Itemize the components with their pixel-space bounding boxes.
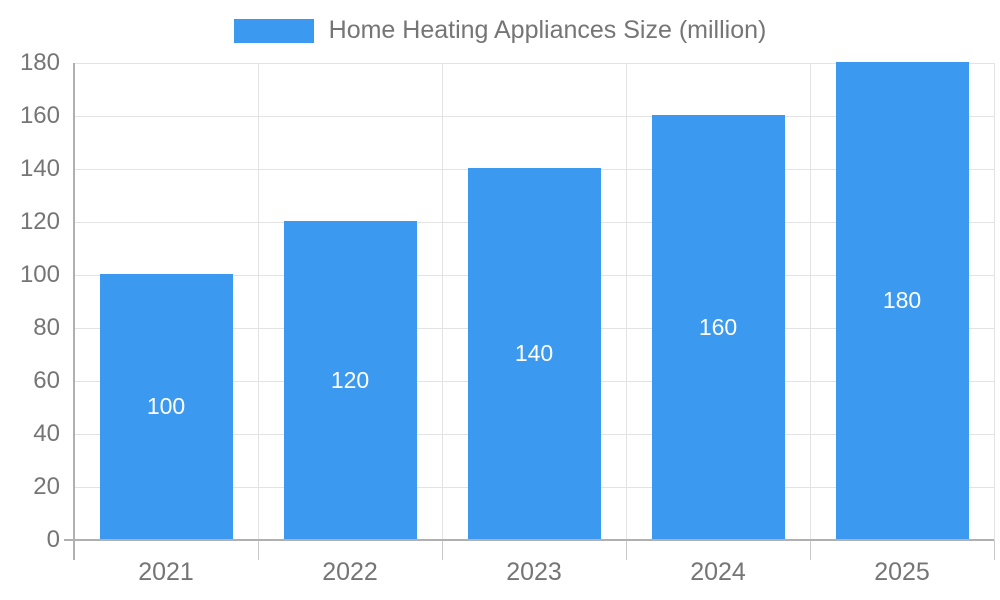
- bar-value-label: 160: [698, 313, 738, 340]
- x-axis-tick: [258, 540, 259, 560]
- y-tick-label: 60: [33, 367, 60, 394]
- y-tick-label: 20: [33, 473, 60, 500]
- y-tick-label: 100: [19, 261, 60, 288]
- y-tick-label: 40: [33, 420, 60, 447]
- y-tick-label: 0: [46, 526, 60, 553]
- x-tick-label: 2025: [874, 558, 930, 586]
- bar[interactable]: 140: [467, 168, 601, 539]
- bar[interactable]: 180: [835, 62, 969, 539]
- legend-label: Home Heating Appliances Size (million): [328, 16, 767, 44]
- y-tick-label: 180: [19, 49, 60, 76]
- y-tick-label: 80: [33, 314, 60, 341]
- gridline-vertical: [258, 63, 259, 540]
- gridline-horizontal: [74, 116, 994, 117]
- bar[interactable]: 160: [651, 115, 785, 539]
- gridline-vertical: [626, 63, 627, 540]
- x-tick-label: 2022: [322, 558, 378, 586]
- gridline-vertical: [994, 63, 995, 540]
- legend-swatch-icon: [233, 18, 314, 43]
- plot-area: 100 120 140 160 180: [64, 62, 995, 560]
- y-tick-label: 160: [19, 102, 60, 129]
- x-tick-label: 2021: [138, 558, 194, 586]
- y-axis-labels: 0 20 40 60 80 100 120 140 160 180: [0, 51, 60, 552]
- gridline-vertical: [442, 63, 443, 540]
- y-tick-label: 120: [19, 208, 60, 235]
- x-axis-tick: [626, 540, 627, 560]
- x-axis-tick: [810, 540, 811, 560]
- legend[interactable]: Home Heating Appliances Size (million): [0, 16, 1000, 45]
- bar-value-label: 120: [330, 366, 370, 393]
- bar[interactable]: 120: [283, 221, 417, 539]
- x-axis-tick: [994, 540, 995, 560]
- gridline-vertical: [810, 63, 811, 540]
- x-axis-tick: [442, 540, 443, 560]
- bar[interactable]: 100: [99, 274, 233, 539]
- bar-value-label: 180: [882, 287, 922, 313]
- gridline-horizontal: [74, 63, 994, 64]
- x-tick-label: 2024: [690, 558, 746, 586]
- x-axis-baseline: [64, 539, 994, 541]
- y-axis-line: [73, 63, 75, 560]
- x-tick-label: 2023: [506, 558, 562, 586]
- bar-value-label: 140: [514, 340, 554, 366]
- y-tick-label: 140: [19, 155, 60, 182]
- x-axis-labels: 2021 2022 2023 2024 2025: [74, 558, 994, 590]
- bar-value-label: 100: [146, 393, 186, 419]
